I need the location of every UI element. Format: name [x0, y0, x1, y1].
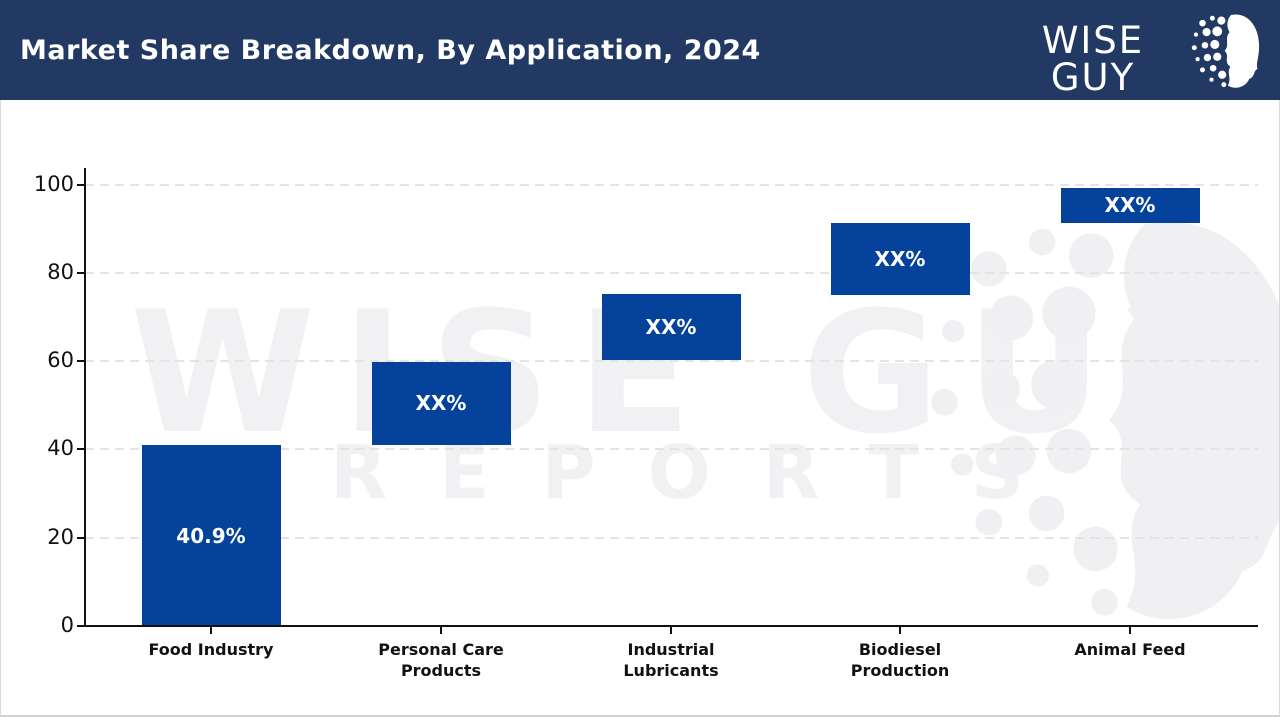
x-category-label: Food Industry: [148, 640, 274, 659]
y-axis-line: [84, 168, 86, 627]
x-tick-0: [210, 627, 212, 634]
logo-text: WISE GUY REPORTS: [1002, 22, 1184, 114]
x-tick-1: [440, 627, 442, 634]
gridline-40: [85, 448, 1258, 451]
x-tick-3: [899, 627, 901, 634]
page-border-bottom: [0, 715, 1280, 717]
bar-biodiesel-production: XX%: [830, 222, 970, 295]
y-tick-label-80: 80: [47, 259, 74, 284]
y-tick-40: [77, 448, 85, 451]
wise-guy-reports-logo: WISE GUY REPORTS: [1002, 10, 1262, 114]
bar-value-label: 40.9%: [176, 523, 246, 548]
y-tick-label-60: 60: [47, 348, 74, 373]
y-tick-label-20: 20: [47, 524, 74, 549]
x-axis-line: [84, 625, 1258, 627]
x-category-label: Animal Feed: [1074, 640, 1186, 659]
gridline-80: [85, 271, 1258, 274]
page-border-left: [0, 100, 1, 716]
x-category-label: Personal Care Products: [378, 640, 504, 680]
chart-title: Market Share Breakdown, By Application, …: [20, 34, 761, 66]
y-tick-label-40: 40: [47, 436, 74, 461]
header-bar: Market Share Breakdown, By Application, …: [0, 0, 1280, 114]
x-category-label: Industrial Lubricants: [623, 640, 719, 680]
y-tick-80: [77, 271, 85, 274]
gridline-60: [85, 360, 1258, 363]
bar-value-label: XX%: [874, 246, 926, 271]
y-tick-20: [77, 536, 85, 539]
y-tick-60: [77, 360, 85, 363]
y-tick-100: [77, 183, 85, 186]
x-tick-4: [1129, 627, 1131, 634]
bar-value-label: XX%: [1104, 193, 1156, 218]
y-tick-label-0: 0: [60, 613, 74, 637]
x-tick-2: [670, 627, 672, 634]
logo-reports-text: REPORTS: [1034, 99, 1158, 114]
logo-face-icon: [1191, 14, 1260, 88]
bar-value-label: XX%: [645, 315, 697, 340]
gridline-20: [85, 536, 1258, 539]
x-category-label: Biodiesel Production: [850, 640, 950, 680]
gridline-100: [85, 183, 1258, 186]
y-tick-0: [77, 625, 85, 627]
y-tick-label-100: 100: [33, 171, 74, 196]
logo-wise-guy-text: WISE GUY: [1041, 19, 1145, 99]
bar-personal-care-products: XX%: [371, 361, 511, 446]
bar-food-industry: 40.9%: [141, 445, 281, 626]
bar-industrial-lubricants: XX%: [601, 294, 741, 360]
bar-value-label: XX%: [415, 391, 467, 416]
bar-animal-feed: XX%: [1060, 188, 1200, 223]
